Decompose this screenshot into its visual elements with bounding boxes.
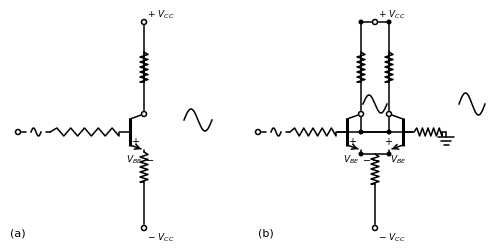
Circle shape xyxy=(387,21,391,25)
Circle shape xyxy=(387,152,391,156)
Text: $-$: $-$ xyxy=(371,154,380,163)
Circle shape xyxy=(359,21,363,25)
Text: $-$: $-$ xyxy=(362,154,371,163)
Circle shape xyxy=(141,20,146,25)
Text: $+$: $+$ xyxy=(384,136,393,146)
Circle shape xyxy=(15,130,21,135)
Circle shape xyxy=(359,131,363,134)
Text: $+\ V_{CC}$: $+\ V_{CC}$ xyxy=(147,8,175,21)
Circle shape xyxy=(358,112,363,117)
Text: $+\ V_{CC}$: $+\ V_{CC}$ xyxy=(378,8,405,21)
Circle shape xyxy=(373,226,378,230)
Circle shape xyxy=(359,152,363,156)
Text: (a): (a) xyxy=(10,228,26,238)
Circle shape xyxy=(141,226,146,230)
Text: (b): (b) xyxy=(258,228,274,238)
Text: $-$: $-$ xyxy=(145,154,154,163)
Circle shape xyxy=(373,20,378,25)
Text: $V_{BE}$: $V_{BE}$ xyxy=(390,154,407,166)
Circle shape xyxy=(255,130,260,135)
Text: $V_{BE}$: $V_{BE}$ xyxy=(126,154,142,166)
Circle shape xyxy=(387,131,391,134)
Text: $-\ V_{CC}$: $-\ V_{CC}$ xyxy=(378,231,405,243)
Text: $V_{BE}$: $V_{BE}$ xyxy=(343,154,359,166)
Circle shape xyxy=(387,112,391,117)
Text: $+$: $+$ xyxy=(348,136,357,146)
Circle shape xyxy=(141,112,146,117)
Text: $+$: $+$ xyxy=(131,136,140,146)
Text: $-\ V_{CC}$: $-\ V_{CC}$ xyxy=(147,231,175,243)
